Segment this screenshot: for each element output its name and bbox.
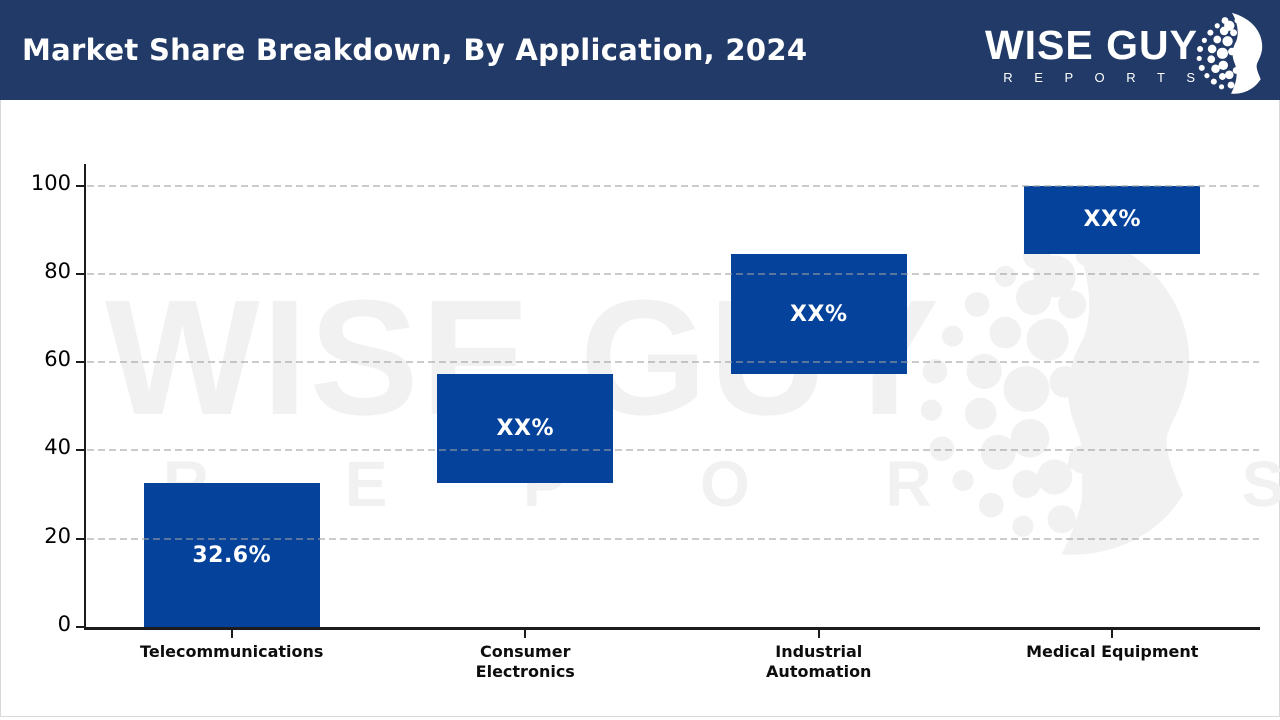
chart-area: WISE GUY R E P O R T S 0 20 40 60 80 100 32.6%… xyxy=(0,100,1280,717)
bar-value-label: XX% xyxy=(496,416,554,442)
y-tick-0 xyxy=(76,626,84,628)
x-tick-3 xyxy=(1111,630,1114,638)
y-tick-20 xyxy=(76,537,84,540)
bar-telecommunications: 32.6% xyxy=(143,483,320,627)
header-bar: Market Share Breakdown, By Application, … xyxy=(0,0,1280,100)
gridline-40 xyxy=(87,449,1259,452)
gridline-60 xyxy=(87,361,1259,364)
logo-subtitle: R E P O R T S xyxy=(1003,70,1204,85)
bar-value-label: XX% xyxy=(1083,207,1141,233)
bar-medical-equipment: XX% xyxy=(1024,185,1201,254)
gridline-100 xyxy=(87,184,1259,187)
x-category-label-0: Telecommunications xyxy=(140,642,324,661)
x-category-label-1: Consumer Electronics xyxy=(475,642,575,681)
logo-wordmark: WISE GUY xyxy=(984,22,1198,68)
y-axis-spine xyxy=(84,164,86,630)
watermark-subtitle: R E P O R T S xyxy=(163,448,1280,520)
wiseguy-logo-text: WISE GUY R E P O R T S xyxy=(984,22,1198,86)
x-tick-2 xyxy=(817,630,820,638)
wiseguy-head-icon xyxy=(1196,12,1263,94)
chart-title: Market Share Breakdown, By Application, … xyxy=(22,33,808,67)
y-tick-label-80: 80 xyxy=(44,258,71,283)
bar-value-label: XX% xyxy=(790,301,848,327)
x-category-label-2: Industrial Automation xyxy=(766,642,872,681)
y-tick-label-20: 20 xyxy=(44,523,71,548)
y-tick-label-60: 60 xyxy=(44,347,71,372)
x-tick-1 xyxy=(524,630,527,638)
gridline-20 xyxy=(87,537,1259,540)
bar-consumer-electronics: XX% xyxy=(437,374,614,484)
y-tick-label-40: 40 xyxy=(44,435,71,460)
gridline-80 xyxy=(87,272,1259,275)
x-category-label-3: Medical Equipment xyxy=(1026,642,1199,661)
y-tick-80 xyxy=(76,272,84,275)
x-axis-spine xyxy=(84,627,1260,630)
wiseguy-logo: WISE GUY R E P O R T S xyxy=(985,12,1268,98)
bar-value-label: 32.6% xyxy=(192,542,272,568)
x-tick-0 xyxy=(230,630,233,638)
y-tick-label-0: 0 xyxy=(57,612,71,636)
y-tick-label-100: 100 xyxy=(30,170,71,195)
y-tick-40 xyxy=(76,449,84,452)
y-tick-100 xyxy=(76,184,84,187)
y-tick-60 xyxy=(76,361,84,364)
